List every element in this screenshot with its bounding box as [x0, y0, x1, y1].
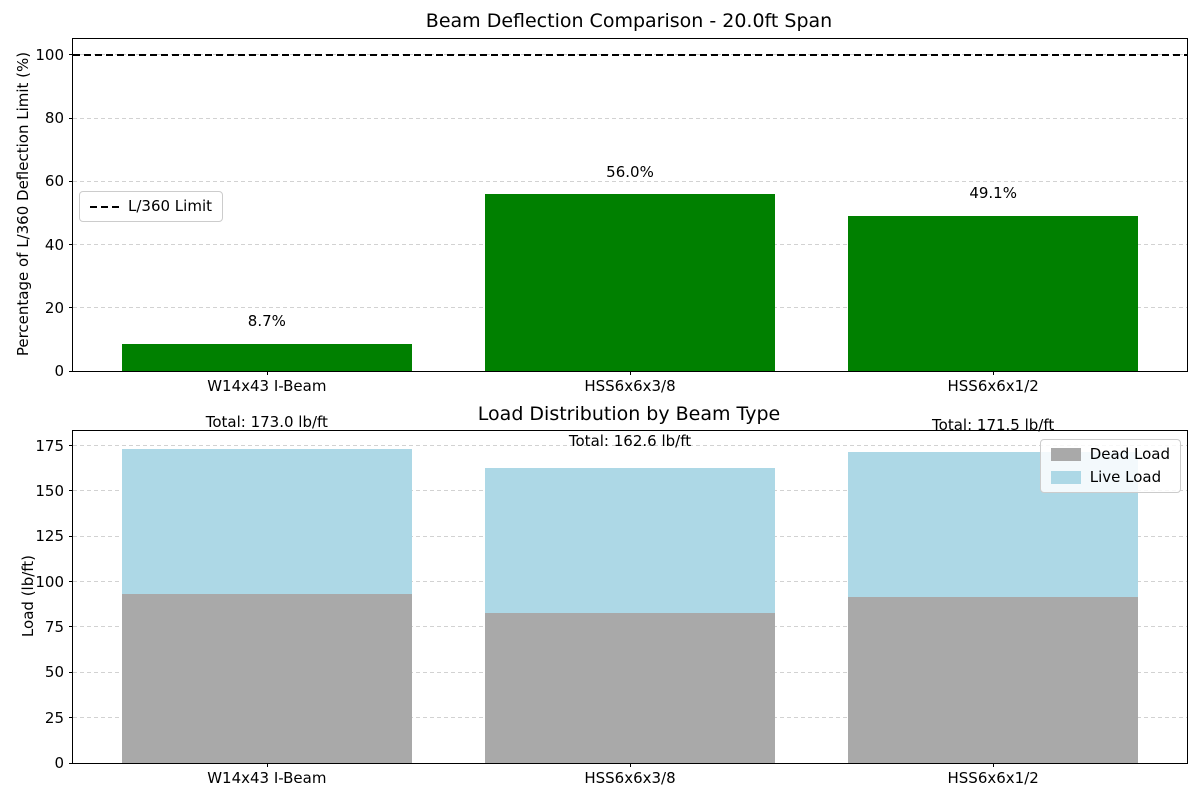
bar-w14x43-i-beam [122, 343, 412, 371]
deflection-plot-area: 0 20 40 60 80 100 8.7% W14x43 I-Beam 56.0% HSS6x6… [35, 38, 1188, 395]
legend-entry-dead-load: Dead Load [1050, 445, 1170, 463]
bar-hss6x6x3-8-dead-load [485, 613, 775, 763]
y-tick-0 [69, 762, 73, 764]
y-tick-label-60: 60 [44, 172, 64, 191]
y-tick-label-125: 125 [35, 527, 64, 546]
bar-w14x43-i-beam-dead-load [122, 594, 412, 763]
legend-entry-l-360-limit: L/360 Limit [90, 198, 212, 215]
bar-hss6x6x3-8 [485, 193, 775, 371]
x-tick-hss6x6x1-2 [993, 763, 995, 767]
legend-label-live-load: Live Load [1089, 468, 1162, 486]
x-tick-hss6x6x3-8 [630, 371, 631, 375]
y-tick-label-100: 100 [35, 572, 64, 591]
x-tick-hss6x6x1-2 [993, 371, 995, 375]
x-tick-label-hss6x6x1-2: HSS6x6x1/2 [947, 769, 1039, 787]
y-gridline-60 [73, 180, 1187, 182]
y-tick-label-75: 75 [44, 617, 64, 636]
legend-swatch-live-load [1050, 471, 1081, 484]
y-gridline-175 [73, 445, 1187, 447]
y-tick-label-25: 25 [44, 708, 64, 727]
total-label-w14x43-i-beam: Total: 173.0 lb/ft [205, 413, 328, 431]
legend-entry-live-load: Live Load [1050, 468, 1170, 486]
total-label-hss6x6x1-2: Total: 171.5 lb/ft [932, 415, 1055, 434]
x-tick-label-hss6x6x3-8: HSS6x6x3/8 [584, 377, 676, 395]
x-tick-hss6x6x3-8 [630, 763, 631, 767]
bar-value-label-hss6x6x3-8: 56.0% [606, 162, 654, 181]
y-tick-175 [69, 445, 73, 447]
legend-label-l-360-limit: L/360 Limit [128, 197, 212, 215]
load-plot-area: 0 25 50 75 100 125 150 175 Total: 173.0 lb/ft W14… [35, 414, 1188, 787]
x-tick-w14x43-i-beam [266, 371, 268, 375]
y-gridline-80 [73, 117, 1187, 119]
y-tick-label-20: 20 [44, 298, 64, 317]
dashed-line-icon [90, 205, 119, 208]
y-tick-label-80: 80 [44, 109, 64, 128]
load-y-axis-label: Load (lb/ft) [19, 554, 37, 638]
y-tick-25 [69, 717, 73, 719]
y-tick-label-0: 0 [54, 754, 64, 772]
y-tick-label-150: 150 [35, 481, 64, 500]
x-tick-label-w14x43-i-beam: W14x43 I-Beam [207, 769, 327, 787]
x-tick-label-w14x43-i-beam: W14x43 I-Beam [207, 377, 327, 395]
y-tick-60 [69, 180, 73, 182]
x-tick-label-hss6x6x3-8: HSS6x6x3/8 [584, 769, 676, 787]
y-tick-label-40: 40 [44, 235, 64, 254]
legend-swatch-dead-load [1050, 448, 1081, 461]
bar-w14x43-i-beam-live-load [122, 449, 412, 595]
y-tick-label-175: 175 [35, 436, 64, 455]
y-tick-100 [69, 581, 73, 583]
y-tick-label-0: 0 [54, 362, 64, 380]
total-label-hss6x6x3-8: Total: 162.6 lb/ft [568, 431, 692, 450]
legend: Dead Load Live Load [1039, 439, 1181, 493]
y-tick-label-100: 100 [35, 45, 64, 64]
deflection-chart-title: Beam Deflection Comparison - 20.0ft Span [425, 10, 833, 32]
y-tick-150 [69, 490, 73, 492]
deflection-y-axis-label: Percentage of L/360 Deflection Limit (%) [14, 51, 32, 357]
y-tick-80 [69, 117, 73, 119]
load-chart-title: Load Distribution by Beam Type [477, 403, 781, 425]
y-tick-0 [69, 370, 73, 372]
legend-label-dead-load: Dead Load [1089, 445, 1170, 463]
bar-hss6x6x1-2-dead-load [848, 597, 1138, 763]
legend: L/360 Limit [79, 191, 223, 222]
y-tick-40 [69, 244, 73, 246]
l360-limit-line [73, 53, 1187, 56]
y-tick-label-50: 50 [44, 663, 64, 682]
x-tick-w14x43-i-beam [266, 763, 268, 767]
y-tick-20 [69, 307, 73, 309]
y-tick-75 [69, 626, 73, 628]
bar-value-label-hss6x6x1-2: 49.1% [969, 184, 1017, 203]
bar-hss6x6x1-2 [848, 215, 1138, 371]
bar-value-label-w14x43-i-beam: 8.7% [247, 312, 286, 331]
bar-hss6x6x3-8-live-load [485, 468, 775, 614]
y-tick-100 [69, 54, 73, 56]
y-tick-50 [69, 671, 73, 673]
y-tick-125 [69, 535, 73, 537]
x-tick-label-hss6x6x1-2: HSS6x6x1/2 [947, 377, 1039, 395]
